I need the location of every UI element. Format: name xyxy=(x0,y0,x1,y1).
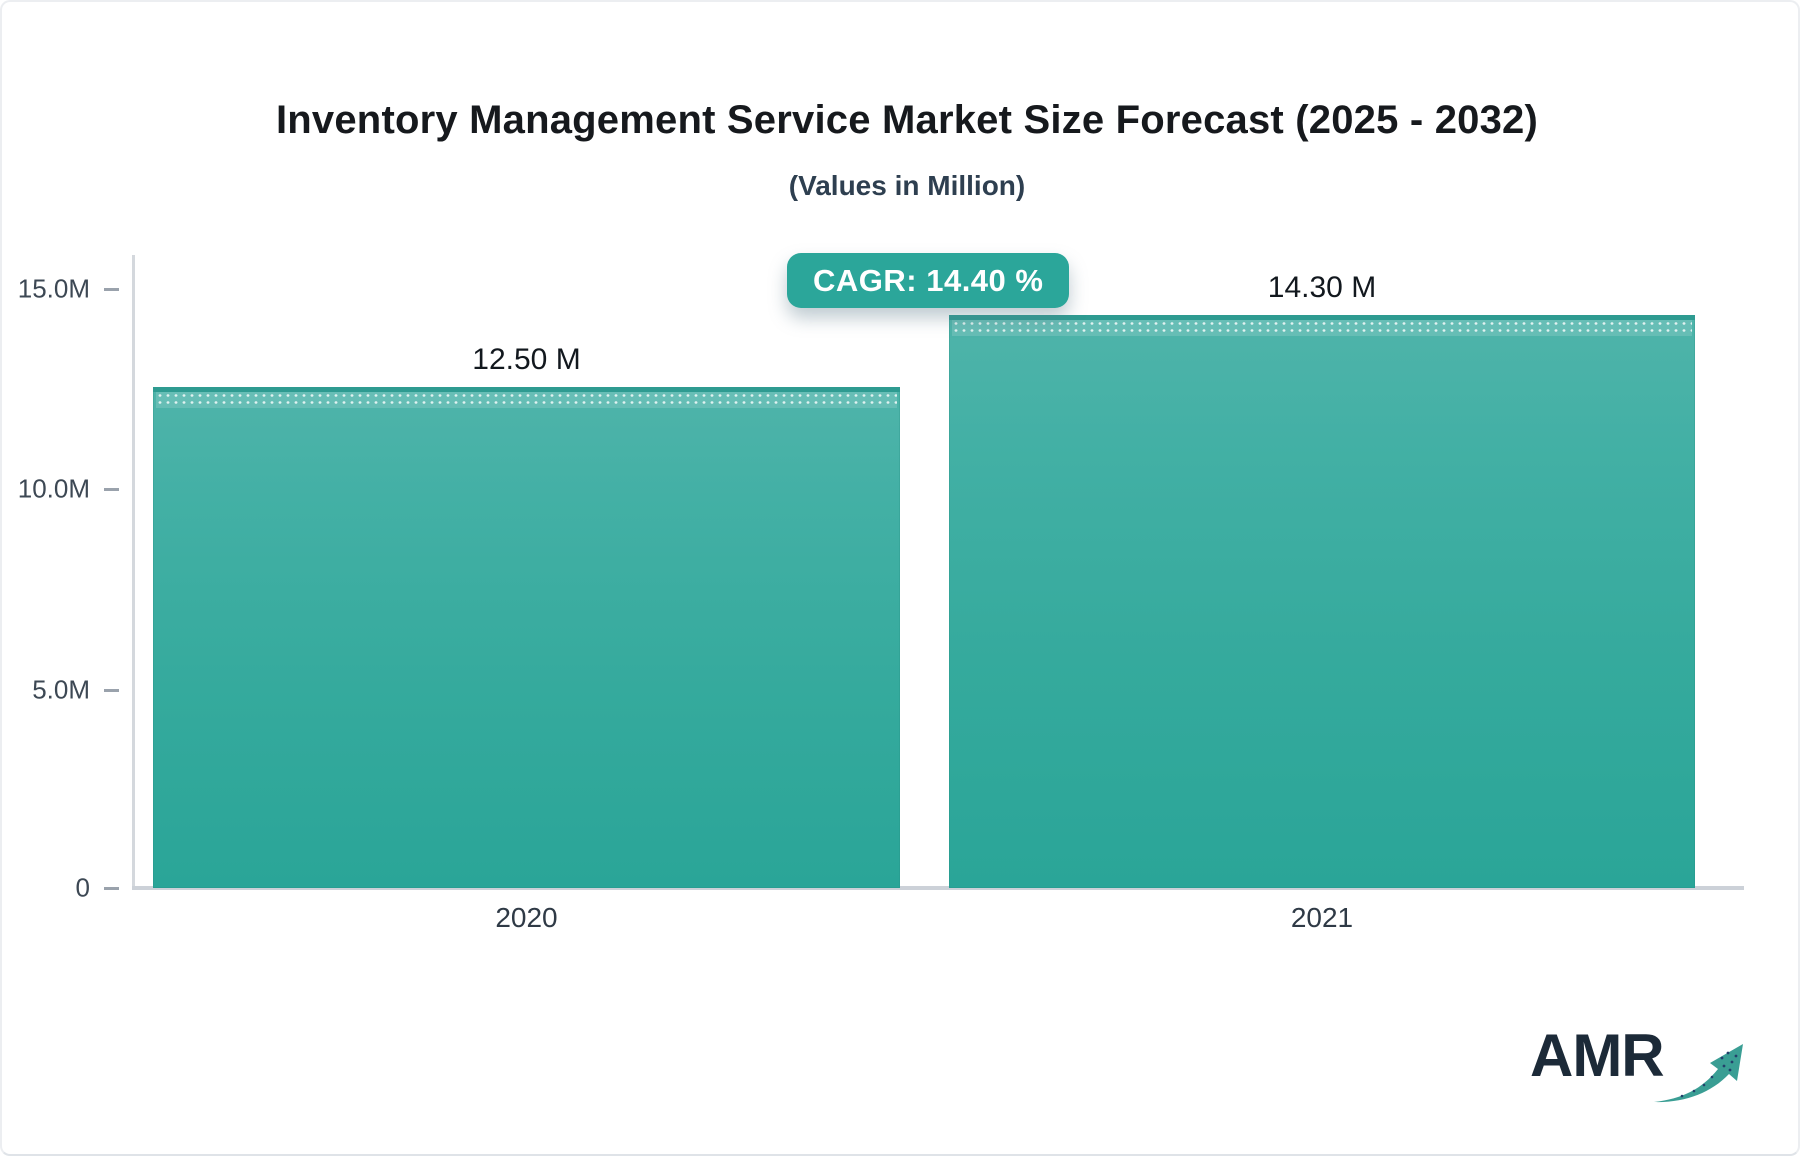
x-axis-line xyxy=(132,886,1744,890)
bar-2020 xyxy=(153,387,900,888)
bar-group-2020: 12.50 M 2020 xyxy=(153,255,900,933)
bar-value-label-2020: 12.50 M xyxy=(472,343,581,376)
y-tick-mark xyxy=(104,689,119,692)
y-tick-label: 0 xyxy=(75,872,90,903)
growth-arrow-icon xyxy=(1653,1044,1743,1103)
chart-subtitle: (Values in Million) xyxy=(788,170,1026,201)
cagr-badge: CAGR: 14.40 % xyxy=(787,253,1070,308)
chart-title: Inventory Management Service Market Size… xyxy=(275,98,1539,142)
plot-area: 15.0M 10.0M 5.0M 0 12.50 M 2020 14.30 M … xyxy=(18,255,1744,933)
x-axis-label-2020: 2020 xyxy=(495,902,558,933)
y-tick-label: 10.0M xyxy=(17,473,90,504)
bar-group-2021: 14.30 M 2021 xyxy=(949,255,1695,933)
y-tick-label: 5.0M xyxy=(32,674,90,705)
x-axis-label-2021: 2021 xyxy=(1290,902,1354,933)
y-tick-mark xyxy=(104,488,119,491)
amr-logo-text: AMR xyxy=(1530,1022,1665,1089)
amr-logo: AMR xyxy=(1530,1020,1752,1112)
bar-value-label-2021: 14.30 M xyxy=(1267,271,1377,304)
y-tick-label: 15.0M xyxy=(17,273,90,304)
y-axis-line xyxy=(132,255,135,890)
cagr-badge-label: CAGR: 14.40 % xyxy=(813,262,1044,298)
bar-2021 xyxy=(949,315,1695,888)
y-tick-mark xyxy=(104,887,119,890)
y-tick-mark xyxy=(104,288,119,291)
